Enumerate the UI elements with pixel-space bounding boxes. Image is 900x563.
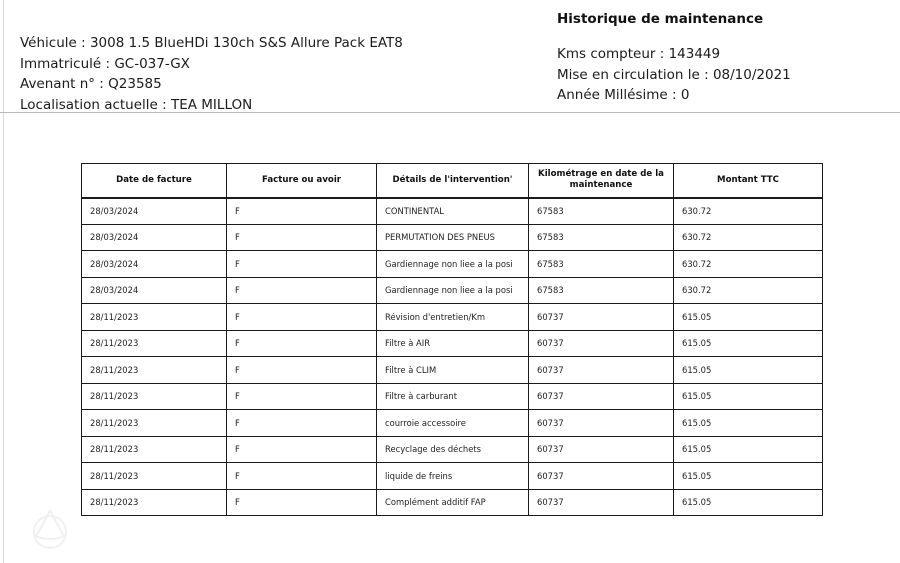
cell-invoice-or-credit: F <box>226 436 377 463</box>
maintenance-summary-block: Historique de maintenance Kms compteur :… <box>557 10 877 106</box>
cell-invoice-or-credit: F <box>226 303 377 331</box>
page-title: Historique de maintenance <box>557 11 764 27</box>
table-row: 28/03/2024 F Gardiennage non liee a la pos… <box>81 250 823 278</box>
maintenance-table-container: Date de facture Facture ou avoir Détails… <box>81 163 823 516</box>
vehicle-location-line: Localisation actuelle : TEA MILLON <box>20 96 253 113</box>
first-registration-line: Mise en circulation le : 08/10/2021 <box>557 66 791 83</box>
cell-invoice-or-credit: F <box>226 383 377 410</box>
column-header-invoice-or-credit: Facture ou avoir <box>226 163 377 199</box>
cell-intervention-details: Recyclage des déchets <box>376 436 529 463</box>
cell-invoice-date: 28/11/2023 <box>81 462 227 490</box>
cell-invoice-date: 28/11/2023 <box>81 356 227 384</box>
cell-intervention-details: Filtre à CLIM <box>376 356 529 384</box>
cell-intervention-details: liquide de freins <box>376 462 529 490</box>
cell-mileage: 67583 <box>528 224 674 251</box>
cell-mileage: 67583 <box>528 197 674 225</box>
cell-invoice-date: 28/11/2023 <box>81 330 227 357</box>
cell-intervention-details: PERMUTATION DES PNEUS <box>376 224 529 251</box>
cell-invoice-date: 28/03/2024 <box>81 224 227 251</box>
cell-mileage: 60737 <box>528 356 674 384</box>
cell-total-amount: 615.05 <box>673 462 823 490</box>
cell-invoice-or-credit: F <box>226 277 377 304</box>
cell-invoice-or-credit: F <box>226 224 377 251</box>
maintenance-history-table: Date de facture Facture ou avoir Détails… <box>81 163 823 516</box>
table-row: 28/11/2023 F Révision d'entretien/Km 60737 6… <box>81 303 823 331</box>
cell-mileage: 60737 <box>528 303 674 331</box>
cell-mileage: 67583 <box>528 250 674 278</box>
cell-intervention-details: Filtre à AIR <box>376 330 529 357</box>
page-frame <box>3 0 900 563</box>
cell-total-amount: 615.05 <box>673 383 823 410</box>
vehicle-amendment-line: Avenant n° : Q23585 <box>20 76 162 92</box>
table-header: Date de facture Facture ou avoir Détails… <box>81 163 823 199</box>
cell-invoice-or-credit: F <box>226 250 377 278</box>
cell-total-amount: 615.05 <box>673 409 823 437</box>
cell-total-amount: 615.05 <box>673 303 823 331</box>
model-year-line: Année Millésime : 0 <box>557 87 690 103</box>
table-header-row: Date de facture Facture ou avoir Détails… <box>81 163 823 199</box>
cell-total-amount: 615.05 <box>673 436 823 463</box>
cell-intervention-details: CONTINENTAL <box>376 197 529 225</box>
table-row: 28/11/2023 F Filtre à CLIM 60737 615.05 <box>81 356 823 384</box>
vehicle-model-line: Véhicule : 3008 1.5 BlueHDi 130ch S&S Al… <box>20 35 403 51</box>
document-header: Véhicule : 3008 1.5 BlueHDi 130ch S&S Al… <box>0 0 900 113</box>
cell-total-amount: 615.05 <box>673 330 823 357</box>
table-row: 28/03/2024 F Gardiennage non liee a la pos… <box>81 277 823 304</box>
cell-total-amount: 615.05 <box>673 356 823 384</box>
table-row: 28/03/2024 F CONTINENTAL 67583 630.72 <box>81 197 823 225</box>
cell-invoice-date: 28/11/2023 <box>81 383 227 410</box>
cell-intervention-details: Gardiennage non liee a la posi <box>376 250 529 278</box>
cell-invoice-date: 28/03/2024 <box>81 277 227 304</box>
cell-intervention-details: Révision d'entretien/Km <box>376 303 529 331</box>
table-row: 28/11/2023 F Filtre à AIR 60737 615.05 <box>81 330 823 357</box>
cell-intervention-details: Complément additif FAP <box>376 489 529 516</box>
cell-invoice-or-credit: F <box>226 197 377 225</box>
cell-invoice-or-credit: F <box>226 356 377 384</box>
cell-invoice-or-credit: F <box>226 330 377 357</box>
cell-invoice-date: 28/11/2023 <box>81 303 227 331</box>
table-row: 28/11/2023 F Recyclage des déchets 60737 615… <box>81 436 823 463</box>
cell-invoice-date: 28/03/2024 <box>81 197 227 225</box>
cell-invoice-or-credit: F <box>226 462 377 490</box>
vehicle-info-block: Véhicule : 3008 1.5 BlueHDi 130ch S&S Al… <box>20 33 520 115</box>
cell-total-amount: 630.72 <box>673 277 823 304</box>
cell-invoice-date: 28/11/2023 <box>81 409 227 437</box>
cell-mileage: 67583 <box>528 277 674 304</box>
table-row: 28/03/2024 F PERMUTATION DES PNEUS 67583 630… <box>81 224 823 251</box>
cell-intervention-details: Gardiennage non liee a la posi <box>376 277 529 304</box>
column-header-intervention-details: Détails de l'intervention' <box>376 163 529 199</box>
column-header-invoice-date: Date de facture <box>81 163 227 199</box>
cell-intervention-details: Filtre à carburant <box>376 383 529 410</box>
cell-invoice-or-credit: F <box>226 489 377 516</box>
cell-invoice-date: 28/11/2023 <box>81 436 227 463</box>
cell-mileage: 60737 <box>528 409 674 437</box>
cell-total-amount: 630.72 <box>673 224 823 251</box>
cell-invoice-date: 28/11/2023 <box>81 489 227 516</box>
cell-invoice-date: 28/03/2024 <box>81 250 227 278</box>
column-header-total-amount: Montant TTC <box>673 163 823 199</box>
table-row: 28/11/2023 F Complément additif FAP 60737 61… <box>81 489 823 516</box>
cell-intervention-details: courroie accessoire <box>376 409 529 437</box>
table-row: 28/11/2023 F Filtre à carburant 60737 615.05 <box>81 383 823 410</box>
cell-total-amount: 630.72 <box>673 197 823 225</box>
cell-mileage: 60737 <box>528 330 674 357</box>
cell-mileage: 60737 <box>528 489 674 516</box>
cell-total-amount: 630.72 <box>673 250 823 278</box>
column-header-mileage: Kilométrage en date de la maintenance <box>528 163 674 199</box>
cell-mileage: 60737 <box>528 383 674 410</box>
vehicle-plate-line: Immatriculé : GC-037-GX <box>20 55 190 72</box>
odometer-line: Kms compteur : 143449 <box>557 46 721 62</box>
cell-mileage: 60737 <box>528 436 674 463</box>
cell-mileage: 60737 <box>528 462 674 490</box>
cell-invoice-or-credit: F <box>226 409 377 437</box>
cell-total-amount: 615.05 <box>673 489 823 516</box>
table-body: 28/03/2024 F CONTINENTAL 67583 630.72 28/03/2… <box>81 197 823 516</box>
